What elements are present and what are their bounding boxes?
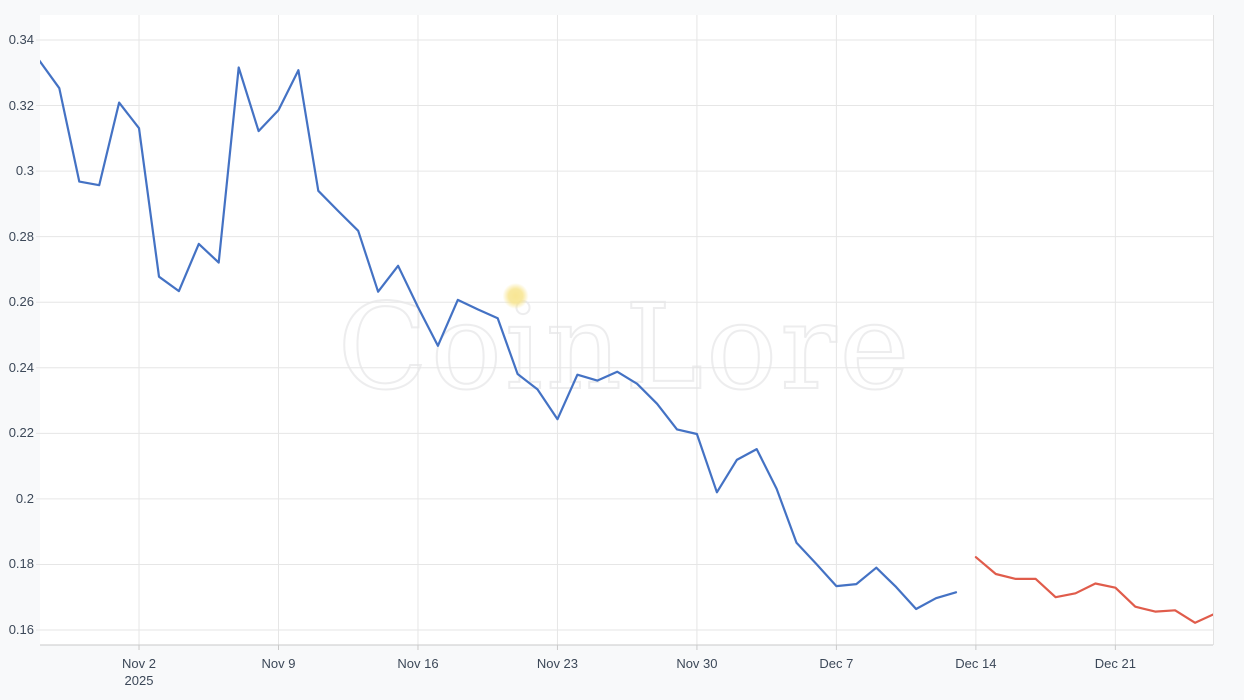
price-blue-line[interactable] bbox=[39, 59, 958, 611]
y-axis-label: 0.28 bbox=[8, 228, 34, 244]
x-axis-label: Nov 16 bbox=[397, 656, 439, 671]
highlight-dot bbox=[502, 282, 529, 309]
y-axis-label: 0.24 bbox=[8, 359, 34, 375]
y-axis-label: 0.26 bbox=[8, 294, 34, 310]
y-axis-label: 0.22 bbox=[8, 425, 34, 441]
price-orange-line[interactable] bbox=[974, 556, 1215, 624]
x-axis-label: Nov 9 bbox=[261, 656, 296, 671]
y-axis-label: 0.3 bbox=[15, 163, 34, 179]
y-axis-label: 0.34 bbox=[8, 32, 34, 47]
plot-area[interactable] bbox=[40, 15, 1214, 645]
y-axis-label: 0.16 bbox=[8, 622, 34, 637]
x-axis-label: Dec 14 bbox=[955, 656, 997, 671]
x-axis-label: Nov 30 bbox=[676, 656, 718, 671]
x-axis-label: Nov 23 bbox=[536, 656, 579, 671]
y-axis-label: 0.18 bbox=[8, 556, 34, 572]
x-axis-label: Dec 21 bbox=[1094, 656, 1136, 671]
x-axis-label: Nov 2 bbox=[122, 656, 156, 671]
x-axis-label: Dec 7 bbox=[819, 656, 854, 671]
y-axis-label: 0.32 bbox=[8, 97, 34, 113]
y-axis-label: 0.2 bbox=[15, 490, 34, 506]
x-axis-year-label: 2025 bbox=[124, 673, 154, 688]
